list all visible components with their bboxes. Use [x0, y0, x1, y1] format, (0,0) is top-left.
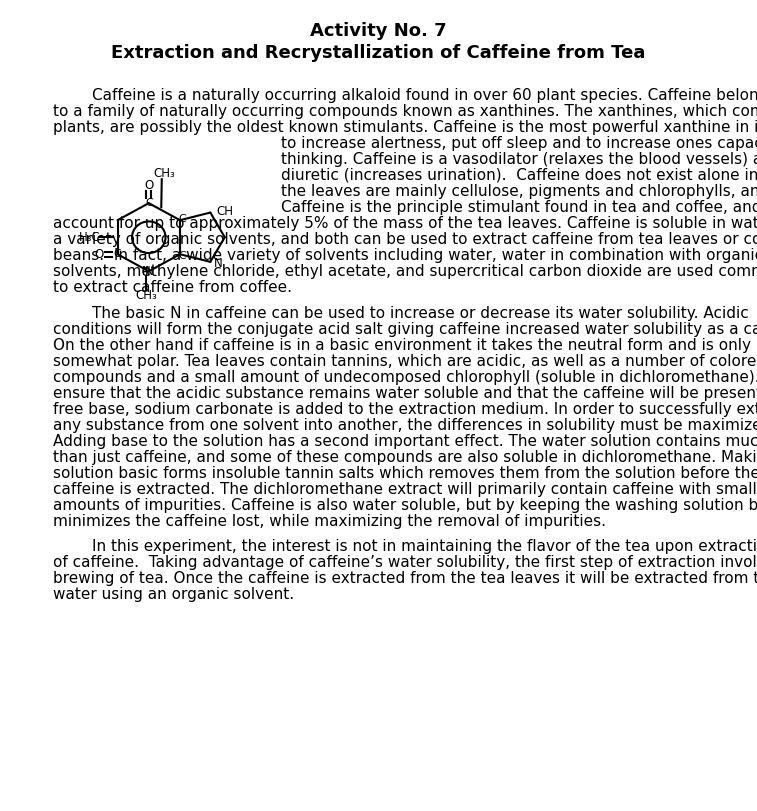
- Text: conditions will form the conjugate acid salt giving caffeine increased water sol: conditions will form the conjugate acid …: [53, 322, 757, 337]
- Text: CH₃: CH₃: [154, 167, 176, 180]
- Text: Activity No. 7: Activity No. 7: [310, 22, 447, 40]
- Text: plants, are possibly the oldest known stimulants. Caffeine is the most powerful : plants, are possibly the oldest known st…: [53, 120, 757, 135]
- Text: the leaves are mainly cellulose, pigments and chlorophylls, and tannins.: the leaves are mainly cellulose, pigment…: [281, 184, 757, 199]
- Text: The basic N in caffeine can be used to increase or decrease its water solubility: The basic N in caffeine can be used to i…: [53, 306, 749, 320]
- Text: compounds and a small amount of undecomposed chlorophyll (soluble in dichloromet: compounds and a small amount of undecomp…: [53, 370, 757, 384]
- Text: thinking. Caffeine is a vasodilator (relaxes the blood vessels) as well as a: thinking. Caffeine is a vasodilator (rel…: [281, 152, 757, 167]
- Text: of caffeine.  Taking advantage of caffeine’s water solubility, the first step of: of caffeine. Taking advantage of caffein…: [53, 556, 757, 570]
- Text: C: C: [114, 249, 121, 260]
- Text: to a family of naturally occurring compounds known as xanthines. The xanthines, : to a family of naturally occurring compo…: [53, 104, 757, 119]
- Text: amounts of impurities. Caffeine is also water soluble, but by keeping the washin: amounts of impurities. Caffeine is also …: [53, 498, 757, 513]
- Text: On the other hand if caffeine is in a basic environment it takes the neutral for: On the other hand if caffeine is in a ba…: [53, 337, 751, 353]
- Text: solution basic forms insoluble tannin salts which removes them from the solution: solution basic forms insoluble tannin sa…: [53, 466, 757, 481]
- Text: C: C: [145, 198, 153, 208]
- Text: Caffeine is a naturally occurring alkaloid found in over 60 plant species. Caffe: Caffeine is a naturally occurring alkalo…: [53, 88, 757, 103]
- Text: account for up to approximately 5% of the mass of the tea leaves. Caffeine is so: account for up to approximately 5% of th…: [53, 216, 757, 231]
- Text: beans.  In fact, a wide variety of solvents including water, water in combinatio: beans. In fact, a wide variety of solven…: [53, 248, 757, 263]
- Text: solvents, methylene chloride, ethyl acetate, and supercritical carbon dioxide ar: solvents, methylene chloride, ethyl acet…: [53, 264, 757, 279]
- Text: diuretic (increases urination).  Caffeine does not exist alone in tea leaves;: diuretic (increases urination). Caffeine…: [281, 168, 757, 183]
- Text: CH: CH: [217, 204, 234, 217]
- Text: O: O: [144, 179, 154, 192]
- Text: H₃C: H₃C: [79, 230, 101, 244]
- Text: to extract caffeine from coffee.: to extract caffeine from coffee.: [53, 280, 292, 295]
- Text: any substance from one solvent into another, the differences in solubility must : any substance from one solvent into anot…: [53, 418, 757, 432]
- Text: C: C: [179, 214, 186, 224]
- Text: In this experiment, the interest is not in maintaining the flavor of the tea upo: In this experiment, the interest is not …: [53, 539, 757, 554]
- Text: Adding base to the solution has a second important effect. The water solution co: Adding base to the solution has a second…: [53, 434, 757, 448]
- Text: minimizes the caffeine lost, while maximizing the removal of impurities.: minimizes the caffeine lost, while maxim…: [53, 513, 606, 529]
- Text: a variety of organic solvents, and both can be used to extract caffeine from tea: a variety of organic solvents, and both …: [53, 232, 757, 247]
- Text: N: N: [142, 264, 150, 278]
- Text: C: C: [179, 251, 186, 260]
- Text: caffeine is extracted. The dichloromethane extract will primarily contain caffei: caffeine is extracted. The dichlorometha…: [53, 482, 757, 496]
- Text: CH₃: CH₃: [135, 290, 157, 303]
- Text: somewhat polar. Tea leaves contain tannins, which are acidic, as well as a numbe: somewhat polar. Tea leaves contain tanni…: [53, 354, 757, 369]
- Text: N: N: [213, 257, 223, 270]
- Text: brewing of tea. Once the caffeine is extracted from the tea leaves it will be ex: brewing of tea. Once the caffeine is ext…: [53, 571, 757, 586]
- Text: Caffeine is the principle stimulant found in tea and coffee, and it can: Caffeine is the principle stimulant foun…: [281, 200, 757, 215]
- Text: to increase alertness, put off sleep and to increase ones capacity for: to increase alertness, put off sleep and…: [281, 136, 757, 151]
- Text: Extraction and Recrystallization of Caffeine from Tea: Extraction and Recrystallization of Caff…: [111, 44, 646, 62]
- Text: than just caffeine, and some of these compounds are also soluble in dichlorometh: than just caffeine, and some of these co…: [53, 449, 757, 465]
- Text: free base, sodium carbonate is added to the extraction medium. In order to succe: free base, sodium carbonate is added to …: [53, 401, 757, 417]
- Text: ensure that the acidic substance remains water soluble and that the caffeine wil: ensure that the acidic substance remains…: [53, 385, 757, 401]
- Text: N: N: [145, 264, 153, 278]
- Text: water using an organic solvent.: water using an organic solvent.: [53, 587, 294, 603]
- Text: O: O: [94, 247, 104, 261]
